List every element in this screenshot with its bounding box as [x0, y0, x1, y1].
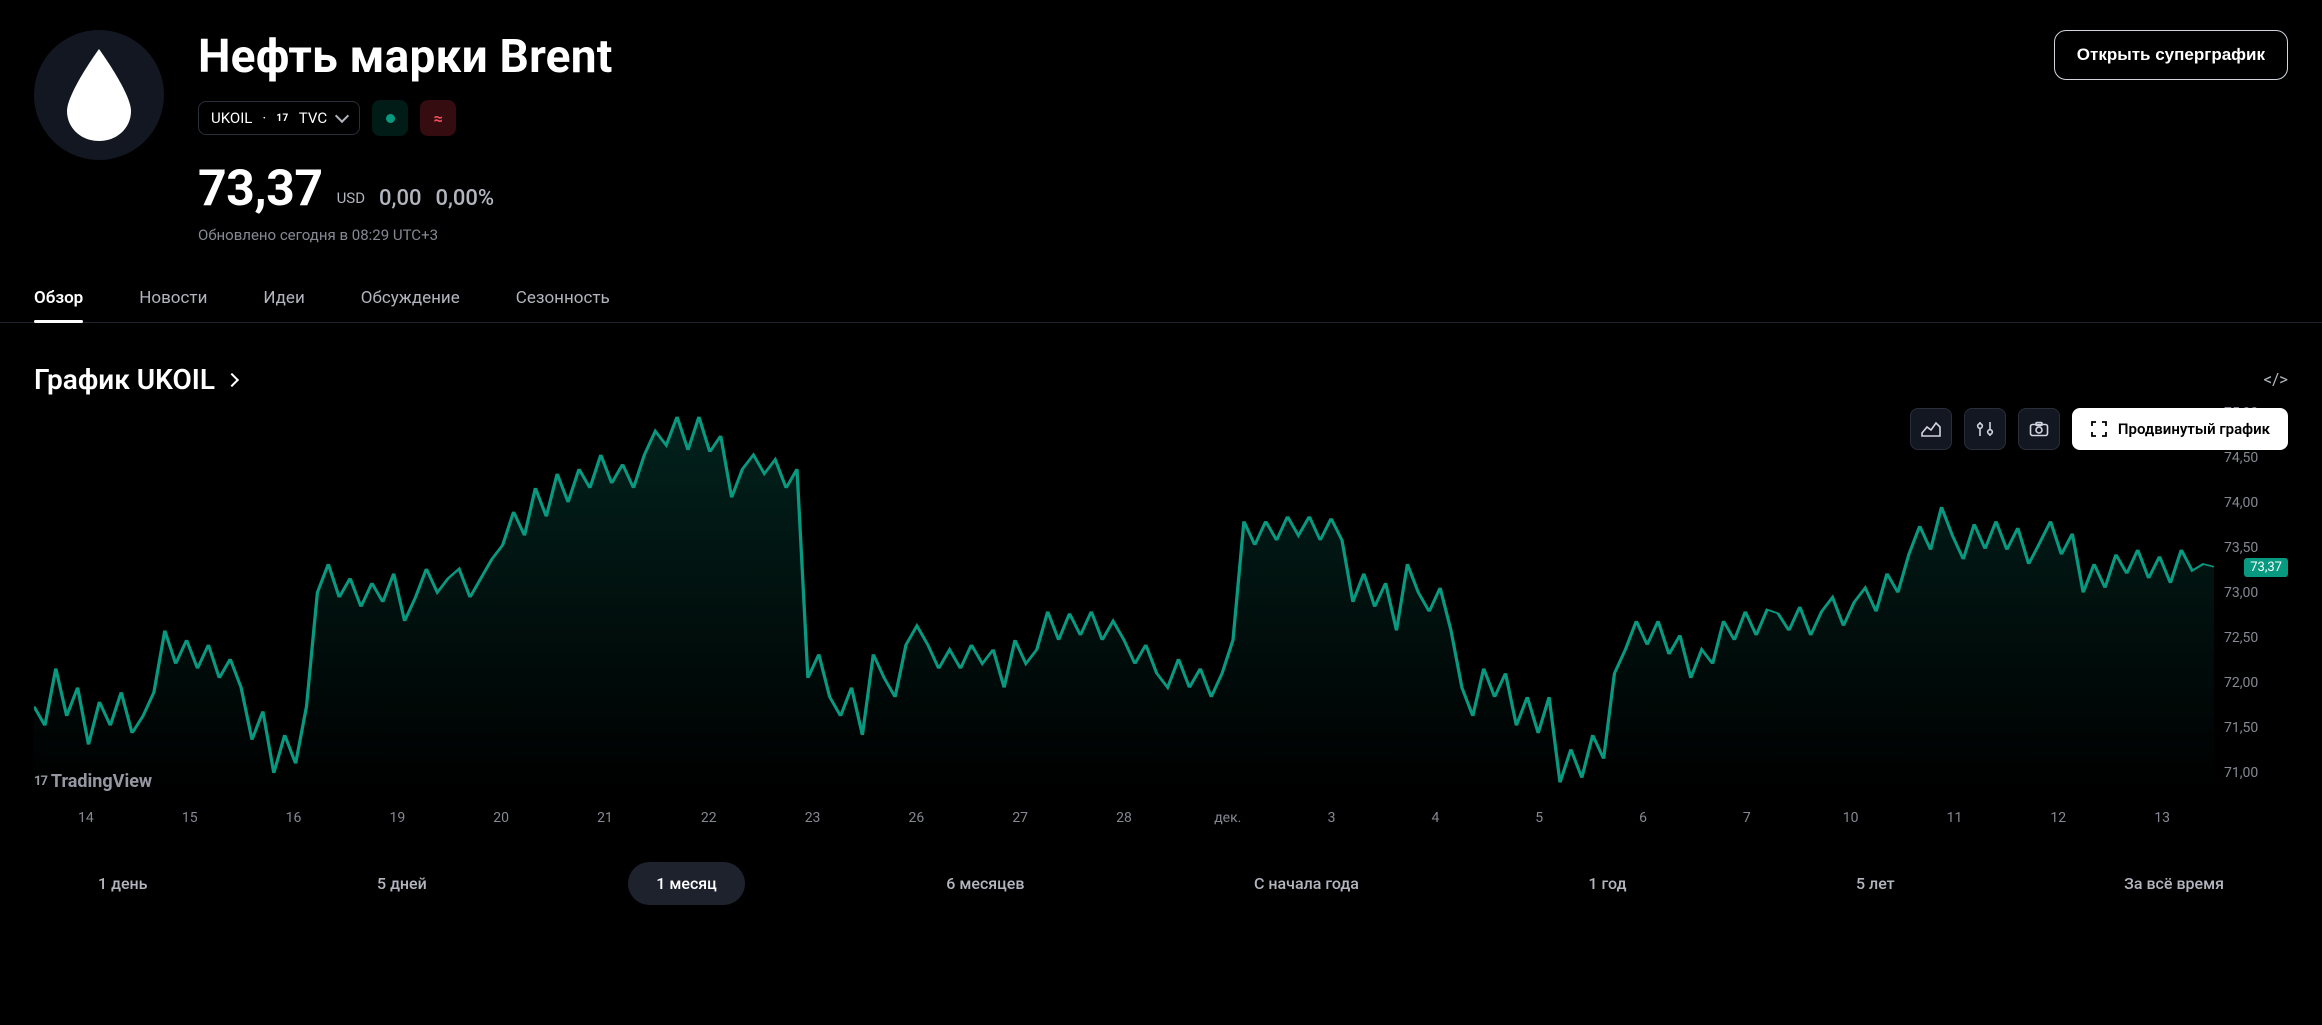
market-status-badge[interactable] [372, 100, 408, 136]
advanced-chart-label: Продвинутый график [2118, 420, 2270, 438]
tab-Сезонность[interactable]: Сезонность [516, 288, 610, 322]
range-С начала года[interactable]: С начала года [1226, 862, 1387, 905]
y-tick: 71,00 [2224, 765, 2258, 781]
x-tick: 28 [1116, 810, 1132, 826]
symbol-selector[interactable]: UKOIL · 17 TVC [198, 101, 360, 135]
range-5 лет[interactable]: 5 лет [1828, 862, 1923, 905]
fullscreen-icon [2090, 420, 2108, 438]
watermark-text: TradingView [51, 771, 152, 792]
tradingview-logo-icon: 17 [34, 774, 47, 789]
price-chart [34, 412, 2214, 792]
chart-title: График UKOIL [34, 363, 215, 396]
y-tick: 73,50 [2224, 540, 2258, 556]
tab-Идеи[interactable]: Идеи [263, 288, 304, 322]
x-axis: 14 15 16 19 20 21 22 23 26 27 28 дек. 3 4 5 6 7 10 11 12 13 [34, 802, 2214, 828]
tab-Обзор[interactable]: Обзор [34, 288, 83, 322]
approx-icon: ≈ [433, 109, 442, 128]
indicators-button[interactable] [1964, 408, 2006, 450]
sliders-icon [1975, 420, 1995, 438]
x-tick: 13 [2154, 810, 2170, 826]
x-tick: 4 [1431, 810, 1439, 826]
y-axis: 75,0074,5074,0073,5073,0072,5072,0071,50… [2218, 412, 2288, 792]
chart-title-link[interactable]: График UKOIL [34, 363, 237, 396]
x-tick: 26 [909, 810, 925, 826]
header: Нефть марки Brent UKOIL · 17 TVC ≈ 73,37… [0, 0, 2322, 244]
range-1 месяц[interactable]: 1 месяц [628, 862, 745, 905]
price-change-abs: 0,00 [379, 186, 421, 211]
instrument-title: Нефть марки Brent [198, 30, 2054, 84]
volatility-badge[interactable]: ≈ [420, 100, 456, 136]
x-tick: 6 [1639, 810, 1647, 826]
x-tick: 16 [286, 810, 302, 826]
open-superchart-button[interactable]: Открыть суперграфик [2054, 30, 2288, 80]
range-1 год[interactable]: 1 год [1560, 862, 1654, 905]
chart-toolbar: Продвинутый график [1910, 408, 2288, 450]
camera-icon [2029, 421, 2049, 437]
x-tick: 20 [493, 810, 509, 826]
price-change-pct: 0,00% [435, 186, 494, 211]
status-dot-icon [386, 114, 395, 123]
x-tick: 14 [78, 810, 94, 826]
x-tick: 21 [597, 810, 613, 826]
x-tick: 22 [701, 810, 717, 826]
x-tick: 15 [182, 810, 198, 826]
x-tick: 10 [1843, 810, 1859, 826]
chevron-right-icon [225, 372, 239, 386]
y-tick: 72,50 [2224, 630, 2258, 646]
x-tick: 5 [1535, 810, 1543, 826]
time-range-selector: 1 день 5 дней 1 месяц 6 месяцев С начала год… [0, 828, 2322, 905]
y-tick: 73,00 [2224, 585, 2258, 601]
symbol-code: UKOIL [211, 109, 252, 127]
y-tick: 71,50 [2224, 720, 2258, 736]
x-tick: 27 [1012, 810, 1028, 826]
x-tick: дек. [1214, 810, 1241, 826]
y-tick: 72,00 [2224, 675, 2258, 691]
x-tick: 3 [1328, 810, 1336, 826]
price-value: 73,37 [198, 160, 323, 218]
x-tick: 23 [805, 810, 821, 826]
price-line: 73,37 USD 0,00 0,00% [198, 160, 2054, 218]
last-price-badge: 73,37 [2244, 558, 2288, 577]
range-5 дней[interactable]: 5 дней [349, 862, 455, 905]
chart-watermark: 17 TradingView [34, 771, 152, 792]
price-currency: USD [337, 189, 365, 207]
exchange-code: TVC [299, 109, 327, 127]
chart-type-area-button[interactable] [1910, 408, 1952, 450]
advanced-chart-button[interactable]: Продвинутый график [2072, 408, 2288, 450]
snapshot-button[interactable] [2018, 408, 2060, 450]
chart-area[interactable]: 75,0074,5074,0073,5073,0072,5072,0071,50… [34, 412, 2288, 828]
chevron-down-icon [335, 109, 349, 123]
x-tick: 11 [1947, 810, 1963, 826]
x-tick: 19 [389, 810, 405, 826]
updated-text: Обновлено сегодня в 08:29 UTC+3 [198, 226, 2054, 244]
x-tick: 12 [2050, 810, 2066, 826]
range-6 месяцев[interactable]: 6 месяцев [918, 862, 1052, 905]
range-1 день[interactable]: 1 день [70, 862, 175, 905]
instrument-logo [34, 30, 164, 160]
exchange-prefix: 17 [276, 113, 288, 124]
oil-drop-icon [65, 49, 133, 141]
x-tick: 7 [1743, 810, 1751, 826]
tab-Новости[interactable]: Новости [139, 288, 207, 322]
area-chart-icon [1921, 421, 1941, 437]
embed-code-button[interactable]: </> [2263, 370, 2288, 390]
section-tabs: Обзор Новости Идеи Обсуждение Сезонность [0, 244, 2322, 323]
range-За всё время[interactable]: За всё время [2096, 862, 2252, 905]
tab-Обсуждение[interactable]: Обсуждение [361, 288, 460, 322]
y-tick: 74,50 [2224, 450, 2258, 466]
y-tick: 74,00 [2224, 495, 2258, 511]
